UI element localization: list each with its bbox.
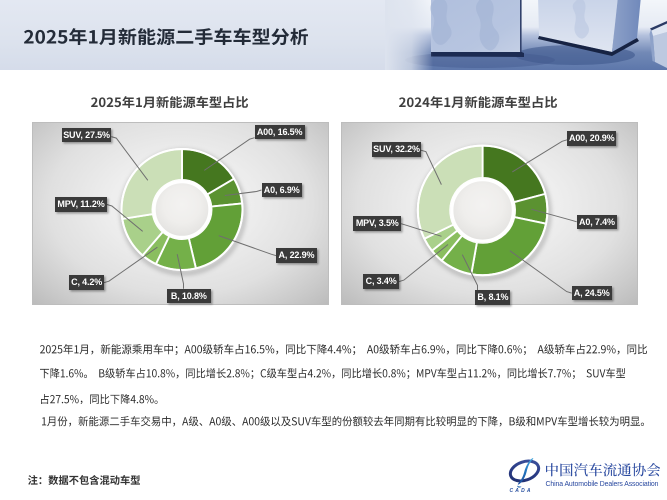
svg-text:CADA: CADA — [510, 487, 533, 493]
